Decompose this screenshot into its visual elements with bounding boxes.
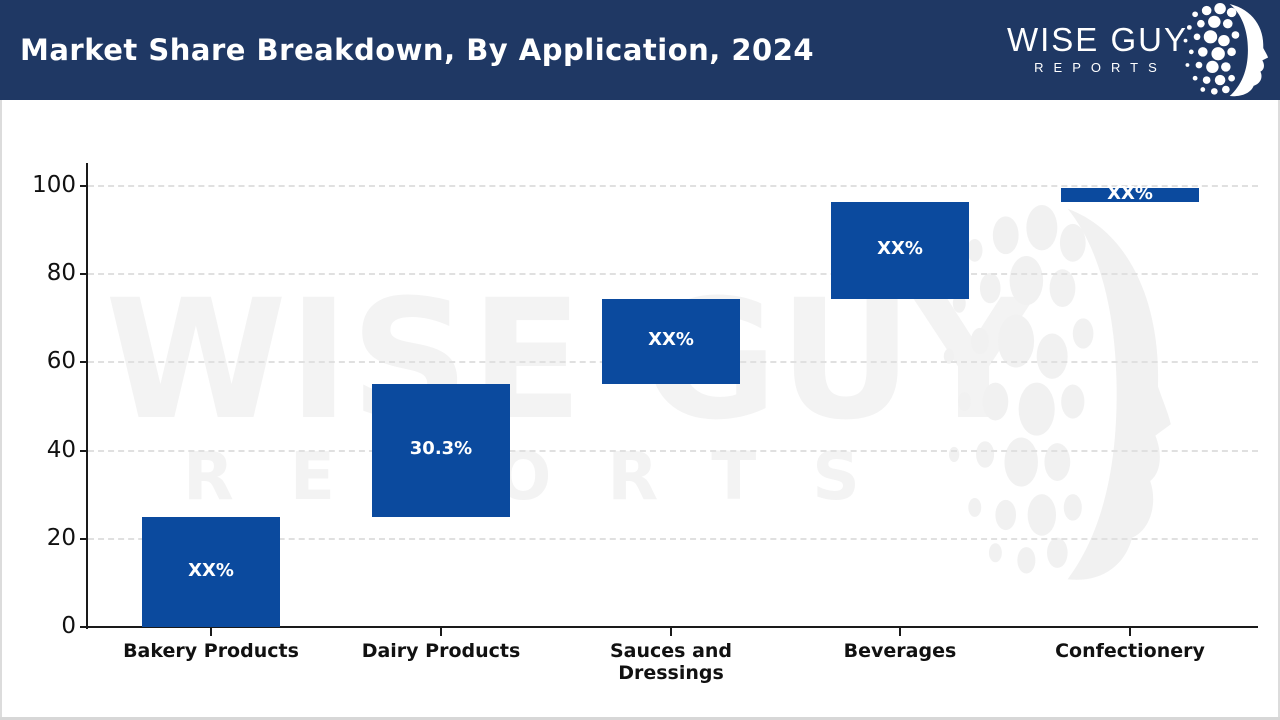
y-tick-label: 60 [46,348,76,375]
y-tick-mark [80,537,88,540]
x-category-label: Bakery Products [123,640,299,662]
y-axis-line [86,163,88,629]
bar-label: 30.3% [409,438,473,460]
watermark-face-icon [943,205,1171,580]
bar-sauces-and-dressings [602,298,740,384]
bar-label: XX% [1107,182,1153,204]
y-tick-mark [80,273,88,276]
gridline-40 [88,449,1258,452]
wise-guy-logo: WISE GUY REPORTS [1007,3,1270,97]
bar-bakery-products [142,517,280,627]
y-tick-mark [80,626,88,628]
logo-wordmark: WISE GUY [1006,21,1188,58]
x-tick-mark [210,628,212,636]
x-category-label: Beverages [843,640,957,662]
chart-title: Market Share Breakdown, By Application, … [20,33,815,67]
x-category-label: Dairy Products [361,640,521,662]
logo-subtitle: REPORTS [1034,60,1167,75]
bar-beverages [831,201,969,299]
bar-dairy-products [372,383,510,518]
x-tick-mark [440,628,442,636]
logo-text: WISE GUY REPORTS [1007,23,1188,77]
wise-guy-face-icon [1183,3,1269,97]
x-category-label: Sauces and Dressings [609,640,733,684]
y-tick-label: 20 [46,524,76,551]
gridline-80 [88,273,1258,276]
y-tick-label: 40 [46,436,76,463]
bottom-border [0,717,1280,720]
x-tick-mark [1129,628,1131,636]
x-tick-mark [899,628,901,636]
y-tick-mark [80,449,88,452]
y-tick-mark [80,185,88,187]
bar-label: XX% [648,329,694,351]
header: Market Share Breakdown, By Application, … [0,0,1280,100]
gridline-20 [88,537,1258,540]
y-tick-label: 100 [32,172,76,198]
bar-label: XX% [188,560,234,582]
bar-label: XX% [877,238,923,260]
gridline-100 [88,185,1258,187]
x-tick-mark [670,628,672,636]
x-axis-line [86,626,1258,628]
y-tick-label: 0 [61,613,76,639]
y-tick-label: 80 [46,260,76,287]
y-tick-mark [80,361,88,364]
x-category-label: Confectionery [1055,640,1205,662]
bar-confectionery [1061,187,1199,202]
